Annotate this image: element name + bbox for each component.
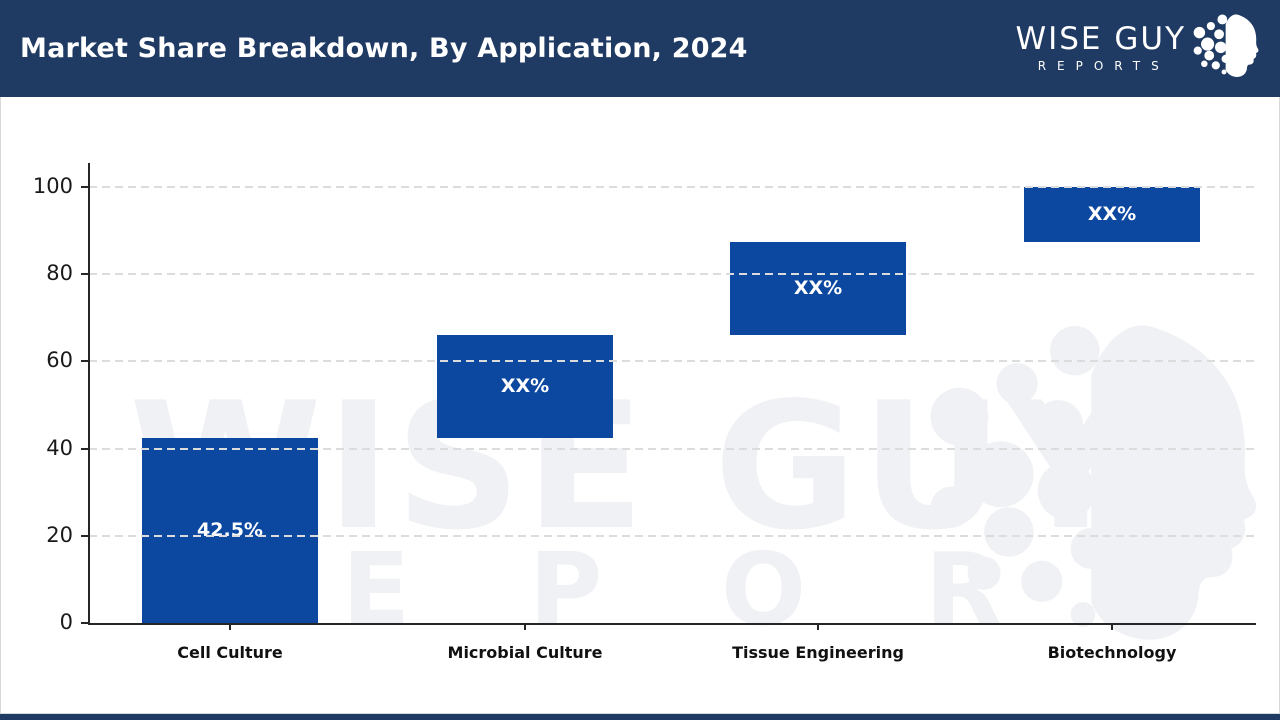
x-axis-spine [88,623,1256,625]
y-tick-label-20: 20 [46,522,73,547]
y-tick-0 [81,622,89,624]
y-tick-label-60: 60 [46,348,73,373]
gridline-40 [89,447,1256,450]
y-tick-20 [81,534,89,537]
dotted-head-icon [1193,13,1259,77]
wise-guy-logo: WISE GUY REPORTS [1015,8,1266,90]
bar-value-label: XX% [500,375,550,398]
logo-text: WISE GUY REPORTS [1015,21,1186,74]
gridline-20 [89,534,1256,537]
x-label-microbial-culture: Microbial Culture [447,643,603,662]
logo-wordmark: WISE GUY [1015,21,1186,57]
bar-biotechnology: XX% [1024,187,1200,242]
header-bar: Market Share Breakdown, By Application, … [0,0,1280,97]
y-tick-label-100: 100 [32,174,73,198]
x-label-biotechnology: Biotechnology [1047,643,1177,662]
x-tick-0 [229,623,231,630]
y-tick-label-0: 0 [59,610,73,634]
bar-tissue-engineering: XX% [730,241,906,336]
y-tick-80 [81,273,89,276]
y-tick-label-40: 40 [46,435,73,460]
page-title: Market Share Breakdown, By Application, … [20,33,748,64]
x-tick-3 [1111,623,1113,630]
x-label-tissue-engineering: Tissue Engineering [732,643,904,662]
footer-bar [0,714,1280,720]
x-label-cell-culture: Cell Culture [177,643,283,662]
y-axis-spine [88,163,90,625]
x-tick-1 [524,623,526,630]
bar-microbial-culture: XX% [437,335,613,438]
gridline-60 [89,360,1256,363]
bar-value-label: XX% [1087,203,1137,226]
y-tick-100 [81,186,89,188]
bar-value-label: XX% [793,277,843,300]
bar-value-label: 42.5% [197,519,263,542]
y-tick-60 [81,360,89,363]
gridline-100 [89,186,1256,188]
bar-cell-culture: 42.5% [142,437,318,623]
gridline-80 [89,273,1256,276]
y-tick-40 [81,447,89,450]
y-tick-label-80: 80 [46,261,73,286]
x-tick-2 [817,623,819,630]
logo-subtitle: REPORTS [1037,59,1170,73]
chart-area: WISE GUY R E P O R T S 42.5%XX%XX%XX%020… [0,97,1280,714]
